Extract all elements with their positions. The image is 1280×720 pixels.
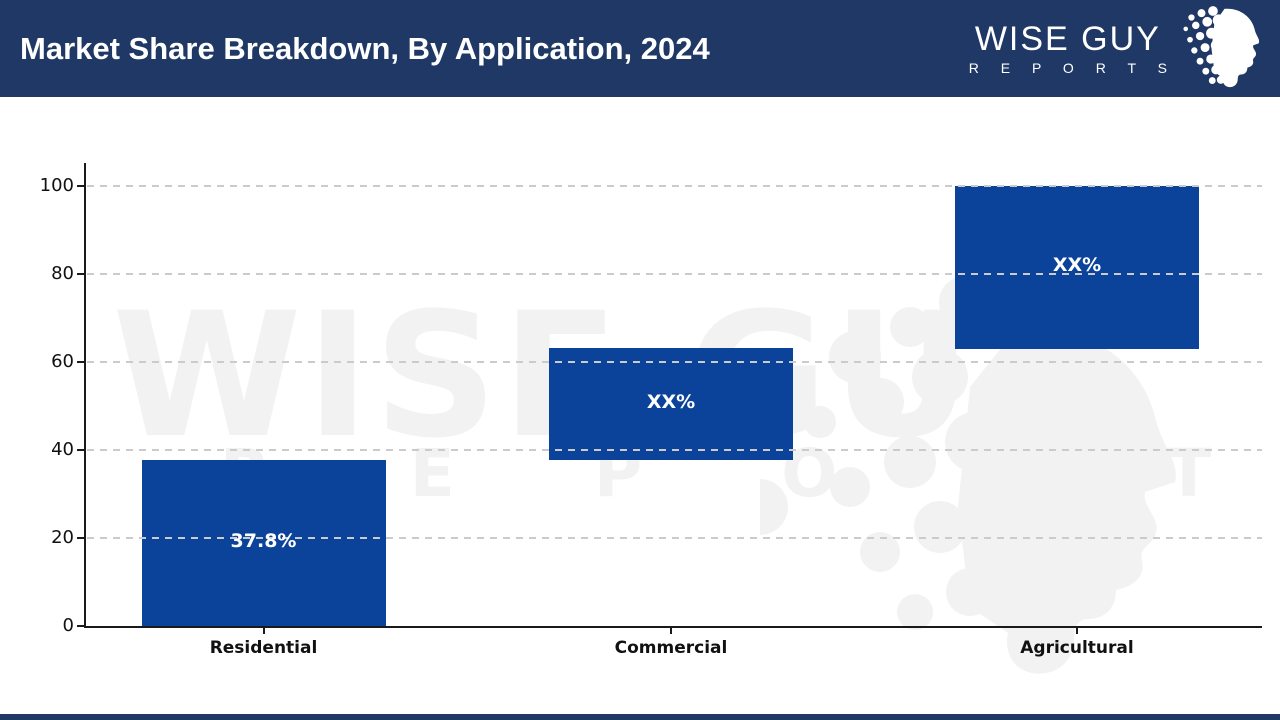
header-band: Market Share Breakdown, By Application, …: [0, 0, 1280, 97]
y-tick-label-40: 40: [51, 439, 74, 460]
x-tick-commercial: [670, 628, 672, 634]
bar-value-label-residential: 37.8%: [230, 529, 297, 552]
bar-agricultural: [955, 186, 1199, 349]
wiseguy-head-icon: [1183, 5, 1260, 87]
brand-wordmark: WISE GUY R E P O R T S: [960, 21, 1176, 77]
bar-value-label-agricultural: XX%: [1052, 254, 1102, 277]
y-tick-100: [77, 185, 84, 187]
brand-wordmark-line1: WISE GUY: [974, 19, 1161, 58]
bar-commercial: [549, 347, 793, 460]
brand-wordmark-line2: R E P O R T S: [968, 59, 1176, 76]
y-axis: [84, 163, 86, 628]
y-tick-60: [77, 361, 84, 363]
x-tick-agricultural: [1076, 628, 1078, 634]
category-label-agricultural: Agricultural: [1020, 638, 1134, 658]
chart-area: WISE GUY R E P O R T S 02040608010037.8%…: [0, 97, 1280, 714]
x-axis: [84, 626, 1262, 628]
bar-value-label-commercial: XX%: [646, 390, 696, 413]
y-tick-20: [77, 537, 84, 539]
page-title: Market Share Breakdown, By Application, …: [20, 30, 710, 66]
category-label-commercial: Commercial: [614, 638, 728, 658]
brand-logo: WISE GUY R E P O R T S: [960, 5, 1280, 92]
gridline-100: [87, 185, 1262, 187]
y-tick-label-0: 0: [62, 615, 74, 636]
y-tick-80: [77, 273, 84, 275]
bar-residential: [141, 459, 386, 626]
y-tick-label-60: 60: [51, 351, 74, 372]
footer-bar: [0, 714, 1280, 720]
gridline-80: [87, 273, 1262, 275]
y-tick-label-20: 20: [51, 527, 74, 548]
gridline-60: [87, 361, 1262, 363]
y-tick-label-100: 100: [39, 175, 74, 196]
gridline-40: [87, 449, 1262, 451]
y-tick-label-80: 80: [51, 263, 74, 284]
x-tick-residential: [262, 628, 265, 634]
y-tick-0: [77, 625, 84, 627]
plot-region: 0 20 40 60 80 100 37.8% Residential XX% Commercia…: [0, 97, 1280, 714]
category-label-residential: Residential: [209, 638, 318, 658]
gridline-20: [87, 537, 1262, 539]
y-tick-40: [77, 449, 84, 451]
